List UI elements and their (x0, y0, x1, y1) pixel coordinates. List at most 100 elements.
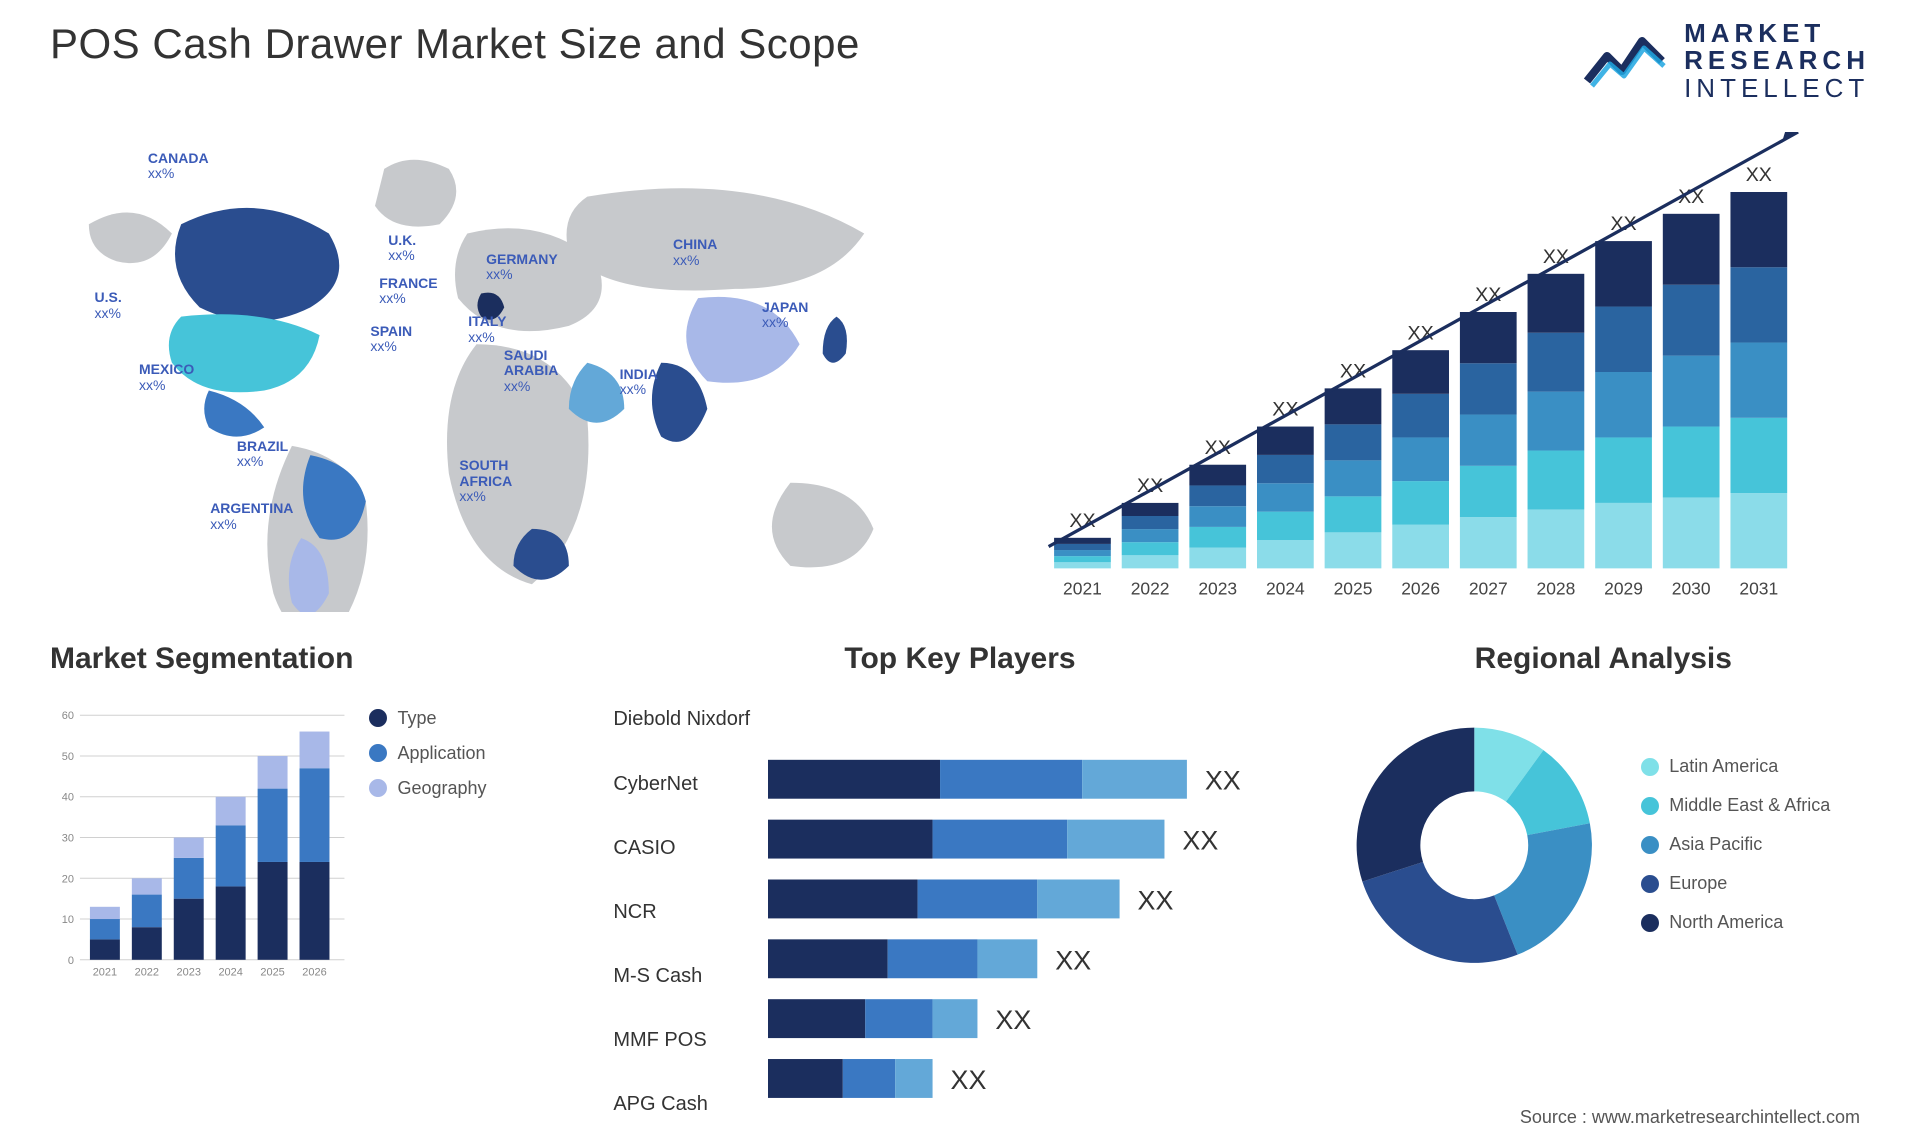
seg-ytick: 0 (68, 955, 74, 967)
map-label-france: FRANCExx% (379, 276, 437, 307)
growth-year-label: 2025 (1334, 578, 1373, 598)
seg-legend-item: Type (369, 708, 583, 729)
growth-bar-seg (1122, 542, 1179, 555)
growth-bar-seg (1595, 372, 1652, 437)
growth-bar-seg (1392, 525, 1449, 569)
map-label-argentina: ARGENTINAxx% (210, 501, 293, 532)
growth-bar-seg (1257, 426, 1314, 454)
seg-ytick: 40 (62, 792, 74, 804)
legend-label: North America (1669, 912, 1783, 933)
seg-bar-seg (258, 862, 288, 960)
growth-bar-seg (1054, 544, 1111, 550)
growth-bar-seg (1054, 556, 1111, 562)
seg-ytick: 20 (62, 873, 74, 885)
player-value-label: XX (1205, 766, 1241, 796)
legend-dot-icon (1641, 758, 1659, 776)
growth-bar-seg (1595, 241, 1652, 306)
seg-bar-seg (300, 862, 330, 960)
growth-bar-seg (1189, 465, 1246, 486)
growth-bar-seg (1257, 483, 1314, 511)
growth-bar-seg (1528, 392, 1585, 451)
growth-year-label: 2023 (1198, 578, 1237, 598)
map-label-china: CHINAxx% (673, 237, 717, 268)
map-region-india (652, 363, 707, 442)
logo-mark-icon (1582, 26, 1672, 96)
legend-label: Application (397, 743, 485, 764)
seg-bar-seg (90, 907, 120, 919)
growth-year-label: 2029 (1604, 578, 1643, 598)
legend-label: Asia Pacific (1669, 834, 1762, 855)
segmentation-legend: Type Application Geography (369, 688, 583, 1002)
map-label-japan: JAPANxx% (762, 300, 808, 331)
seg-year-label: 2023 (177, 967, 201, 979)
growth-bar-seg (1257, 540, 1314, 568)
growth-bar-seg (1663, 497, 1720, 568)
growth-bar-seg (1595, 503, 1652, 568)
growth-bar-seg (1528, 509, 1585, 568)
seg-year-label: 2026 (302, 967, 326, 979)
growth-bar-seg (1122, 555, 1179, 568)
seg-ytick: 10 (62, 914, 74, 926)
seg-bar-seg (216, 886, 246, 959)
growth-year-label: 2027 (1469, 578, 1508, 598)
seg-bar-seg (132, 878, 162, 894)
seg-legend-item: Application (369, 743, 583, 764)
seg-bar-seg (174, 858, 204, 899)
growth-chart-panel: XX2021XX2022XX2023XX2024XX2025XX2026XX20… (980, 132, 1870, 612)
growth-bar-seg (1189, 485, 1246, 506)
growth-bar-seg (1460, 466, 1517, 517)
growth-bar-seg (1325, 424, 1382, 460)
player-name: APG Cash (613, 1093, 750, 1116)
map-label-canada: CANADAxx% (148, 151, 209, 182)
growth-year-label: 2024 (1266, 578, 1305, 598)
player-value-label: XX (1182, 825, 1218, 855)
regional-donut-chart (1337, 708, 1612, 983)
map-label-saudi-arabia: SAUDIARABIAxx% (504, 348, 558, 394)
brand-logo: MARKET RESEARCH INTELLECT (1582, 20, 1870, 102)
growth-bar-seg (1325, 532, 1382, 568)
growth-bar-seg (1189, 506, 1246, 527)
seg-bar-seg (216, 797, 246, 826)
segmentation-title: Market Segmentation (50, 642, 583, 676)
growth-bar-seg (1663, 285, 1720, 356)
legend-dot-icon (1641, 875, 1659, 893)
segmentation-chart: 0102030405060202120222023202420252026 (50, 688, 349, 1002)
growth-bar-seg (1528, 274, 1585, 333)
map-region-greenland (375, 160, 456, 227)
seg-bar-seg (258, 788, 288, 861)
regional-legend-item: North America (1641, 912, 1870, 933)
growth-bar-seg (1325, 388, 1382, 424)
player-name: Diebold Nixdorf (613, 708, 750, 731)
growth-bar-seg (1528, 450, 1585, 509)
growth-bar-seg (1122, 529, 1179, 542)
growth-bar-seg (1054, 562, 1111, 568)
growth-bar-seg (1730, 493, 1787, 568)
donut-slice (1356, 727, 1474, 881)
growth-bar-seg (1730, 342, 1787, 417)
players-title: Top Key Players (613, 642, 1306, 676)
growth-bar-seg (1663, 356, 1720, 427)
growth-bar-seg (1189, 527, 1246, 548)
seg-legend-item: Geography (369, 778, 583, 799)
seg-bar-seg (258, 756, 288, 789)
legend-label: Middle East & Africa (1669, 795, 1830, 816)
seg-year-label: 2021 (93, 967, 117, 979)
seg-ytick: 50 (62, 751, 74, 763)
map-region-alaska (89, 212, 172, 263)
map-region-mexico (204, 390, 264, 436)
player-value-label: XX (1055, 945, 1091, 975)
legend-label: Europe (1669, 873, 1727, 894)
seg-ytick: 60 (62, 710, 74, 722)
legend-label: Latin America (1669, 756, 1778, 777)
map-label-brazil: BRAZILxx% (237, 439, 288, 470)
map-label-u-s-: U.S.xx% (95, 290, 122, 321)
player-bar-seg (1067, 820, 1164, 859)
growth-year-label: 2028 (1537, 578, 1576, 598)
world-map-panel: CANADAxx%U.S.xx%MEXICOxx%BRAZILxx%ARGENT… (50, 132, 940, 612)
growth-bar-seg (1392, 437, 1449, 481)
player-bar-seg (933, 999, 978, 1038)
growth-bar-seg (1730, 267, 1787, 342)
player-bar-seg (768, 999, 865, 1038)
seg-bar-seg (216, 825, 246, 886)
growth-bar-seg (1595, 306, 1652, 371)
